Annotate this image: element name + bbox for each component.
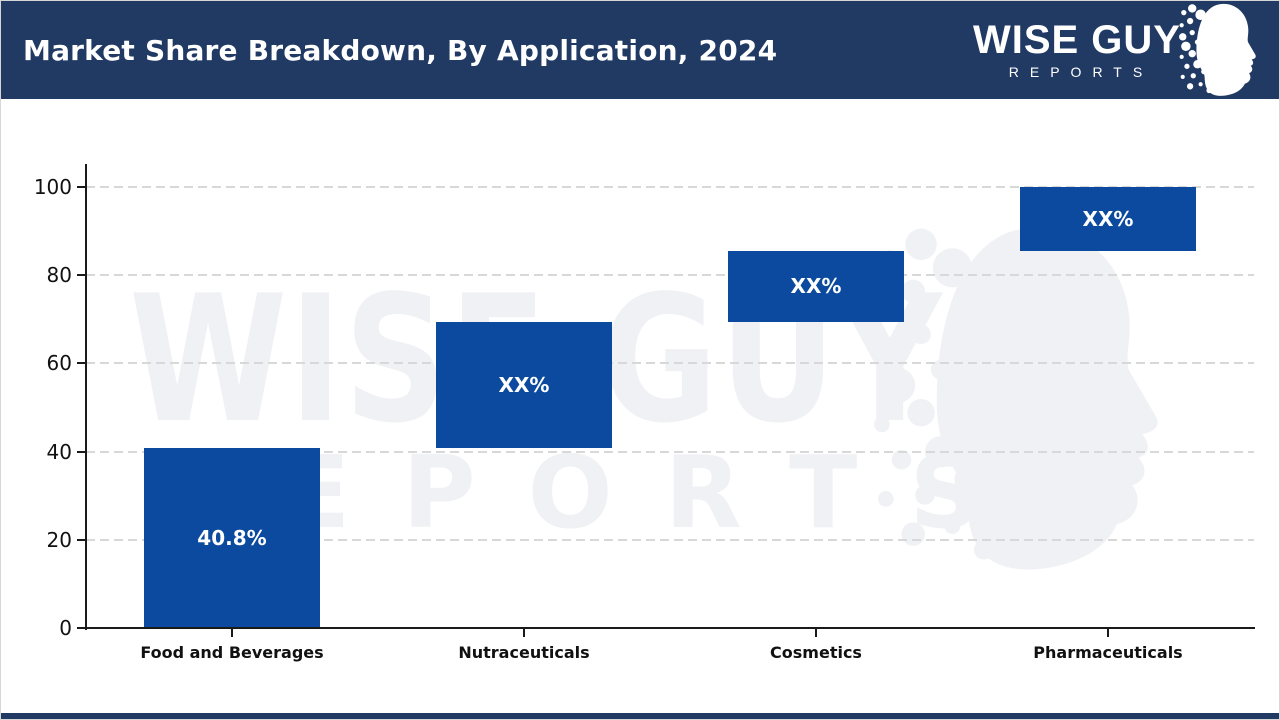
bar-value-label: 40.8% [197,526,267,551]
y-tick-80 [77,274,85,277]
x-axis-category-label: Pharmaceuticals [1033,643,1183,662]
gridline-y100 [86,186,1254,188]
page-title: Market Share Breakdown, By Application, … [23,33,778,67]
gridline-y80 [86,274,1254,277]
gridline-y60 [86,362,1254,365]
x-axis-category-label: Food and Beverages [140,643,324,662]
x-tick-1 [231,628,233,637]
x-tick-2 [523,628,525,637]
brand-logo-subtitle: REPORTS [1008,64,1154,80]
brand-logo-name: WISE GUY [972,18,1181,62]
y-tick-label-0: 0 [59,616,72,640]
x-tick-3 [815,628,817,637]
bar-value-label: XX% [1082,206,1134,231]
bar-food-and-beverages: 40.8% [144,448,320,628]
y-tick-20 [77,538,85,541]
y-tick-label-100: 100 [33,175,72,199]
x-axis-spine [85,627,1255,629]
x-axis-category-label: Nutraceuticals [458,643,590,662]
y-tick-40 [77,450,85,453]
x-tick-4 [1107,628,1109,637]
bar-pharmaceuticals: XX% [1020,187,1196,251]
bar-cosmetics: XX% [728,250,904,322]
bar-value-label: XX% [790,274,842,299]
y-axis-spine [85,164,87,630]
y-tick-0 [77,627,85,629]
y-tick-label-60: 60 [46,351,72,376]
y-tick-label-40: 40 [46,439,72,464]
bar-nutraceuticals: XX% [436,321,612,449]
brand-logo: WISE GUY REPORTS [973,1,1259,100]
header-bar: Market Share Breakdown, By Application, … [1,1,1279,100]
y-tick-100 [77,186,85,188]
gridline-y40 [86,450,1254,453]
brand-logo-text: WISE GUY REPORTS [973,20,1181,80]
brand-logo-face-icon [1179,3,1256,96]
footer-bar [1,713,1279,719]
x-axis-category-label: Cosmetics [770,643,862,662]
y-tick-label-80: 80 [46,263,72,288]
gridline-y20 [86,538,1254,541]
bar-value-label: XX% [498,373,550,397]
y-tick-label-20: 20 [46,527,72,552]
y-tick-60 [77,362,85,365]
